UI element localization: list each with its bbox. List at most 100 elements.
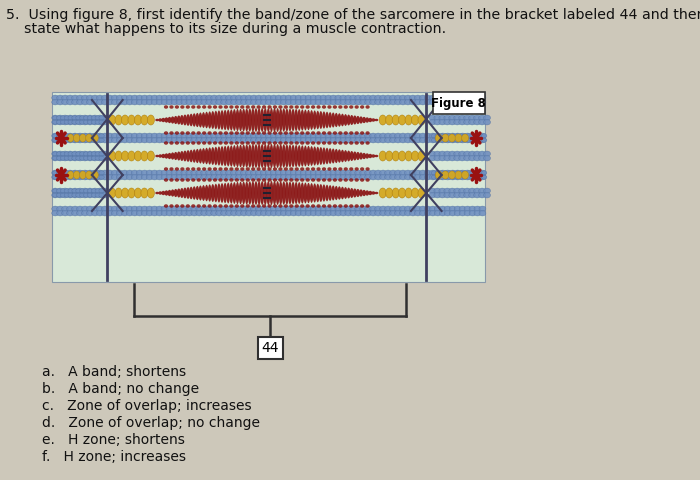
Ellipse shape — [76, 120, 83, 125]
Ellipse shape — [197, 204, 201, 208]
Ellipse shape — [146, 95, 153, 100]
Ellipse shape — [91, 193, 97, 197]
Ellipse shape — [365, 137, 372, 143]
Ellipse shape — [76, 151, 83, 156]
Ellipse shape — [386, 151, 393, 161]
Ellipse shape — [126, 137, 133, 143]
Ellipse shape — [345, 95, 352, 100]
Ellipse shape — [276, 108, 279, 132]
Ellipse shape — [126, 133, 133, 139]
Ellipse shape — [57, 192, 64, 198]
Ellipse shape — [279, 144, 283, 168]
Ellipse shape — [181, 170, 188, 176]
Ellipse shape — [370, 206, 377, 212]
Ellipse shape — [279, 178, 283, 182]
Ellipse shape — [60, 120, 66, 124]
Ellipse shape — [224, 178, 228, 182]
Ellipse shape — [213, 178, 217, 182]
Ellipse shape — [169, 204, 174, 208]
Ellipse shape — [279, 167, 283, 171]
Ellipse shape — [365, 131, 370, 135]
Ellipse shape — [186, 187, 190, 199]
Ellipse shape — [374, 99, 382, 105]
Ellipse shape — [102, 210, 108, 216]
Ellipse shape — [102, 151, 108, 156]
Ellipse shape — [171, 170, 178, 176]
Ellipse shape — [116, 133, 123, 139]
Ellipse shape — [267, 105, 272, 109]
Ellipse shape — [181, 174, 188, 180]
Ellipse shape — [443, 138, 448, 142]
Ellipse shape — [166, 99, 173, 105]
Ellipse shape — [83, 193, 89, 197]
Ellipse shape — [82, 120, 88, 125]
Ellipse shape — [240, 204, 244, 208]
Ellipse shape — [97, 133, 104, 139]
Ellipse shape — [72, 193, 77, 197]
Ellipse shape — [289, 131, 293, 135]
Ellipse shape — [365, 174, 372, 180]
Ellipse shape — [280, 170, 287, 176]
Ellipse shape — [57, 151, 64, 156]
Ellipse shape — [374, 174, 382, 180]
Ellipse shape — [213, 141, 217, 145]
Ellipse shape — [439, 120, 446, 125]
Ellipse shape — [169, 141, 174, 145]
Ellipse shape — [106, 174, 113, 180]
Ellipse shape — [360, 95, 367, 100]
Ellipse shape — [412, 188, 419, 198]
Ellipse shape — [161, 95, 168, 100]
Ellipse shape — [350, 133, 357, 139]
Ellipse shape — [474, 170, 481, 176]
Ellipse shape — [464, 210, 471, 216]
Ellipse shape — [424, 174, 431, 180]
Ellipse shape — [201, 133, 208, 139]
Ellipse shape — [355, 105, 359, 109]
Ellipse shape — [80, 171, 86, 179]
Ellipse shape — [307, 110, 310, 130]
Ellipse shape — [151, 206, 158, 212]
Ellipse shape — [64, 120, 69, 124]
Ellipse shape — [414, 99, 421, 105]
Ellipse shape — [454, 133, 461, 139]
Ellipse shape — [220, 133, 228, 139]
Ellipse shape — [141, 170, 148, 176]
Ellipse shape — [310, 137, 317, 143]
Ellipse shape — [279, 108, 283, 132]
Ellipse shape — [257, 144, 261, 168]
Ellipse shape — [392, 188, 399, 198]
Ellipse shape — [164, 167, 168, 171]
Ellipse shape — [196, 170, 203, 176]
Ellipse shape — [418, 188, 425, 198]
Ellipse shape — [80, 189, 85, 193]
Ellipse shape — [191, 206, 198, 212]
Ellipse shape — [199, 148, 202, 164]
Ellipse shape — [230, 182, 233, 204]
Ellipse shape — [400, 174, 407, 180]
Ellipse shape — [328, 185, 332, 201]
Ellipse shape — [213, 131, 217, 135]
Ellipse shape — [328, 167, 332, 171]
Ellipse shape — [197, 141, 201, 145]
Ellipse shape — [71, 206, 78, 212]
Ellipse shape — [390, 137, 396, 143]
Ellipse shape — [87, 95, 93, 100]
Ellipse shape — [85, 134, 92, 142]
Ellipse shape — [167, 153, 172, 159]
Ellipse shape — [161, 99, 168, 105]
Ellipse shape — [276, 181, 279, 205]
Ellipse shape — [340, 114, 344, 126]
Ellipse shape — [429, 95, 436, 100]
Ellipse shape — [68, 134, 74, 138]
Ellipse shape — [181, 204, 185, 208]
Ellipse shape — [88, 120, 92, 124]
Ellipse shape — [102, 206, 108, 212]
Ellipse shape — [434, 206, 441, 212]
Ellipse shape — [275, 210, 282, 216]
Ellipse shape — [479, 206, 486, 212]
Ellipse shape — [405, 210, 412, 216]
Ellipse shape — [295, 99, 302, 105]
Ellipse shape — [88, 175, 92, 179]
Ellipse shape — [289, 141, 293, 145]
Ellipse shape — [82, 95, 88, 100]
